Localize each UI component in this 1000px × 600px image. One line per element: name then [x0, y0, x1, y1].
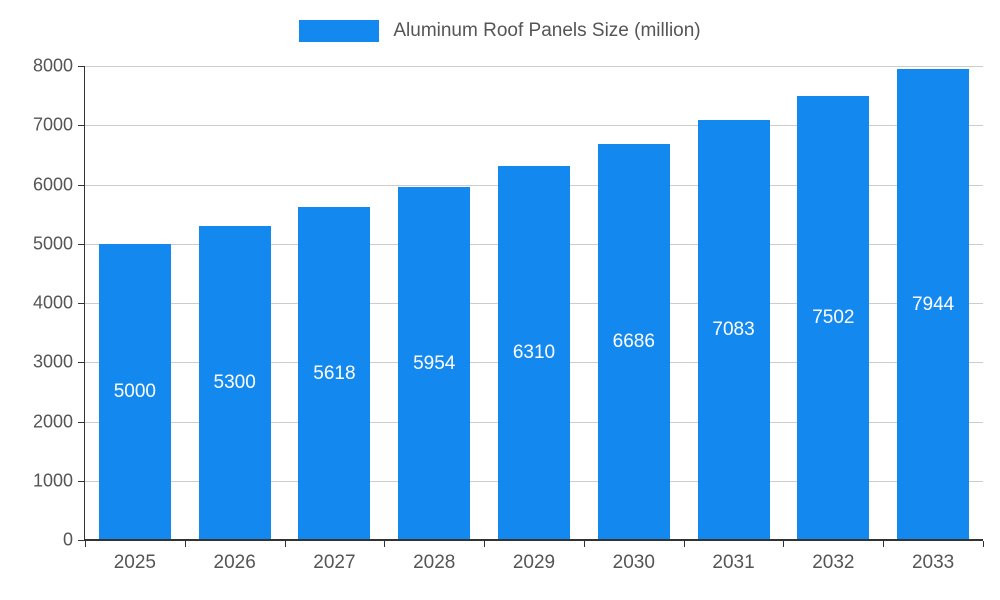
y-axis-tick — [78, 184, 84, 186]
y-axis-tick-label: 3000 — [32, 351, 73, 372]
bar: 6310 — [498, 166, 570, 540]
bar: 7944 — [897, 69, 970, 540]
gridline — [85, 125, 983, 127]
bar-value-label: 5618 — [313, 362, 356, 384]
x-axis-line — [84, 539, 983, 541]
y-axis-tick-label: 0 — [62, 529, 73, 550]
x-axis-tick — [184, 541, 186, 547]
y-axis-tick — [78, 540, 84, 541]
x-axis-tick — [284, 541, 286, 547]
x-axis-tick — [683, 541, 685, 547]
y-axis-tick — [78, 480, 84, 482]
bar-value-label: 7083 — [712, 319, 755, 341]
y-axis-tick-label: 1000 — [32, 470, 73, 491]
y-axis-tick — [78, 303, 84, 304]
legend-label: Aluminum Roof Panels Size (million) — [393, 20, 701, 41]
y-axis-tick-label: 5000 — [32, 233, 73, 254]
x-axis-tick-label: 2026 — [213, 552, 256, 573]
x-axis-tick-label: 2029 — [512, 552, 556, 573]
bar-value-label: 5000 — [113, 380, 157, 402]
bar-value-label: 5300 — [213, 372, 256, 393]
x-axis-tick — [583, 541, 585, 547]
x-axis-tick-label: 2031 — [712, 552, 755, 573]
bar: 5000 — [98, 243, 171, 540]
x-axis-tick-label: 2027 — [313, 552, 356, 573]
y-axis-tick — [78, 66, 84, 67]
bar-value-label: 6310 — [512, 342, 556, 364]
bar: 5300 — [198, 225, 271, 540]
bar: 5618 — [298, 207, 371, 540]
y-axis-tick-label: 8000 — [32, 55, 73, 76]
x-axis-tick — [883, 541, 885, 547]
y-axis-tick — [78, 421, 84, 423]
x-axis-tick-label: 2025 — [113, 552, 157, 573]
x-axis-tick — [783, 541, 785, 547]
bar: 5954 — [398, 187, 471, 540]
y-axis-tick-label: 2000 — [32, 411, 73, 431]
x-axis-tick — [384, 541, 386, 547]
gridline — [85, 66, 983, 67]
y-axis-tick — [78, 362, 84, 364]
bar: 7502 — [797, 95, 870, 540]
x-axis-tick-label: 2030 — [612, 552, 655, 573]
x-axis-tick — [484, 541, 486, 547]
x-axis-tick-label: 2028 — [413, 552, 456, 573]
bar-value-label: 6686 — [612, 330, 655, 352]
y-axis-tick — [78, 243, 84, 245]
y-axis-tick — [78, 125, 84, 127]
y-axis-tick-label: 7000 — [32, 114, 73, 135]
legend-swatch — [299, 20, 380, 42]
bar-value-label: 7944 — [911, 293, 955, 315]
y-axis-tick-label: 4000 — [32, 292, 73, 313]
chart-legend: Aluminum Roof Panels Size (million) — [0, 20, 1000, 42]
bar-value-label: 5954 — [413, 352, 456, 374]
bar-value-label: 7502 — [812, 306, 855, 328]
bar: 7083 — [697, 120, 770, 540]
x-axis-tick-label: 2032 — [812, 552, 855, 573]
y-axis-tick-label: 6000 — [32, 174, 73, 194]
bar: 6686 — [597, 143, 670, 540]
x-axis-tick-label: 2033 — [911, 552, 955, 573]
plot-area: 5000 5300 5618 5954 6310 6686 7083 7502 7944 0 10… — [33, 56, 984, 573]
x-axis-tick — [983, 541, 984, 547]
y-axis-line — [84, 66, 85, 540]
x-axis-tick — [85, 541, 86, 547]
